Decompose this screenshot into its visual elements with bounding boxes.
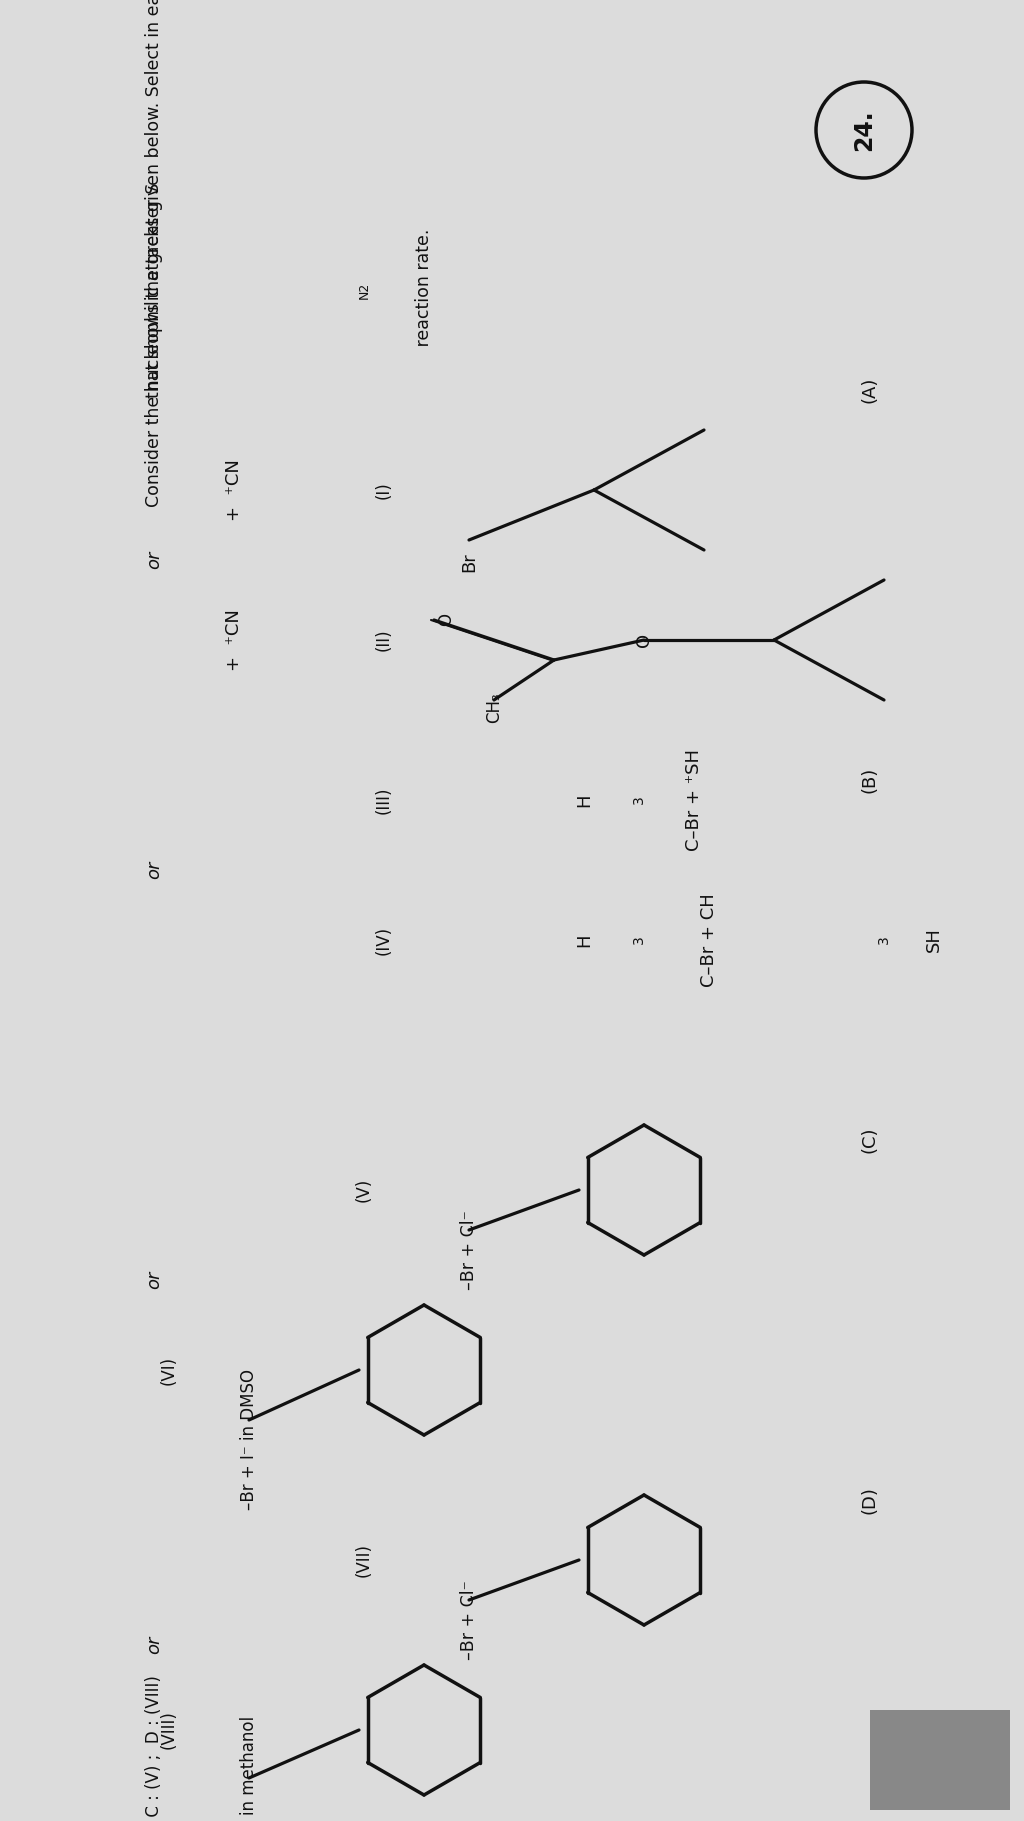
Text: (A): (A): [860, 377, 878, 402]
Text: (D): (D): [860, 1486, 878, 1513]
Text: O: O: [635, 634, 653, 646]
Text: (I): (I): [375, 481, 393, 499]
Text: –Br + I⁻ in methanol: –Br + I⁻ in methanol: [240, 1715, 258, 1821]
Text: (B): (B): [860, 767, 878, 794]
Text: C–Br + ⁺SH: C–Br + ⁺SH: [685, 748, 703, 850]
Text: (VIII): (VIII): [160, 1710, 178, 1750]
Text: O: O: [437, 614, 455, 626]
Text: +  ⁺CN: + ⁺CN: [225, 459, 243, 521]
Text: Br: Br: [460, 552, 478, 572]
Text: N2: N2: [357, 282, 371, 299]
Text: (IV): (IV): [375, 925, 393, 954]
Text: –Br + I⁻ in DMSO: –Br + I⁻ in DMSO: [240, 1369, 258, 1510]
Text: CH₃: CH₃: [485, 692, 503, 723]
Text: or: or: [145, 1271, 163, 1289]
Text: (III): (III): [375, 787, 393, 814]
Text: (VII): (VII): [355, 1542, 373, 1577]
Text: or: or: [145, 1635, 163, 1653]
Text: 24.: 24.: [852, 109, 876, 151]
Text: C–Br + CH: C–Br + CH: [700, 892, 718, 987]
Text: SH: SH: [925, 927, 943, 952]
Text: 3: 3: [877, 936, 891, 945]
Text: A : (II) ;  B : (III) ;  C : (V) ;  D : (VIII): A : (II) ; B : (III) ; C : (V) ; D : (VI…: [145, 1675, 163, 1821]
Text: Consider the nucleophilic attacks given below. Select in each pair: Consider the nucleophilic attacks given …: [145, 0, 163, 506]
Text: reaction rate.: reaction rate.: [415, 228, 433, 351]
Text: –Br + Cl⁻: –Br + Cl⁻: [460, 1211, 478, 1289]
Text: or: or: [145, 861, 163, 880]
Text: H: H: [575, 932, 593, 947]
Text: 3: 3: [632, 936, 646, 945]
Text: (V): (V): [355, 1178, 373, 1202]
Text: H: H: [575, 794, 593, 807]
Text: –Br + Cl⁻: –Br + Cl⁻: [460, 1581, 478, 1661]
Text: that shows the greater S: that shows the greater S: [145, 182, 163, 397]
Text: (C): (C): [860, 1127, 878, 1153]
Text: 3: 3: [632, 796, 646, 805]
Text: or: or: [145, 550, 163, 570]
Text: (II): (II): [375, 628, 393, 652]
Bar: [870, 1710, 1010, 1810]
Text: +  ⁺CN: + ⁺CN: [225, 608, 243, 670]
Text: (VI): (VI): [160, 1355, 178, 1384]
